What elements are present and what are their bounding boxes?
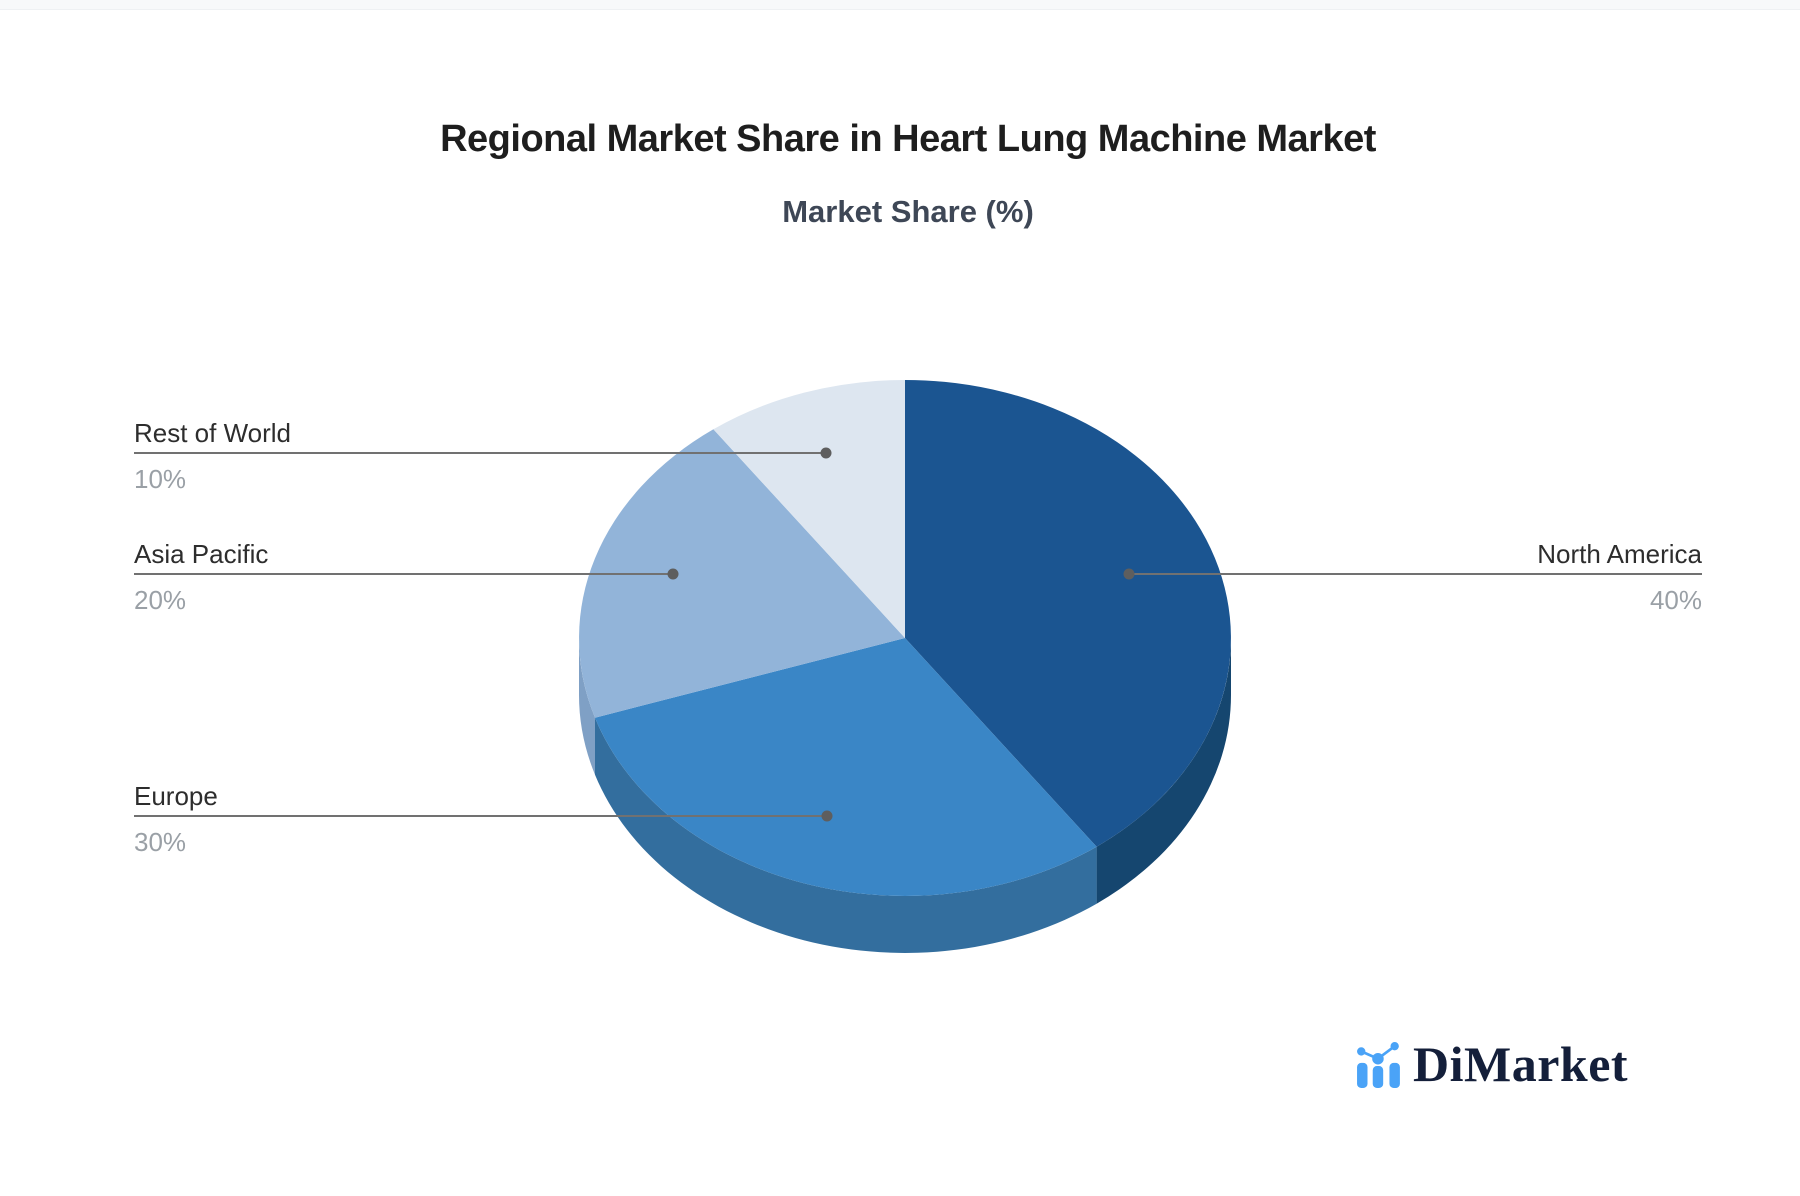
callout-value-asia-pacific: 20% (134, 585, 187, 615)
brand-logo-text: DiMarket (1413, 1036, 1629, 1092)
pie-slice-europe[interactable] (595, 638, 1097, 896)
pie-slice-side-north-america (1096, 638, 1231, 904)
pie-slice-side-europe (595, 717, 1097, 953)
pie-slice-rest-of-world[interactable] (713, 380, 905, 638)
callout-dot-north-america (1123, 568, 1135, 580)
callout-label-asia-pacific: Asia Pacific (134, 539, 269, 569)
callout-label-europe: Europe (134, 781, 218, 811)
callout-label-rest-of-world: Rest of World (134, 418, 292, 448)
bar-line-chart-icon (1357, 1042, 1400, 1088)
chart-subtitle: Market Share (%) (782, 194, 1034, 229)
pie-slice-side-asia-pacific (579, 638, 595, 775)
callout-value-europe: 30% (134, 827, 187, 857)
callout-label-north-america: North America (1537, 539, 1702, 569)
callout-dot-asia-pacific (667, 568, 679, 580)
chart-title: Regional Market Share in Heart Lung Mach… (440, 118, 1376, 160)
callout-dot-rest-of-world (820, 447, 832, 459)
callout-value-north-america: 40% (1649, 585, 1702, 615)
callout-dot-europe (821, 810, 833, 822)
top-strip (0, 0, 1800, 10)
pie-slice-asia-pacific[interactable] (579, 429, 905, 718)
brand-logo: DiMarket (1356, 1036, 1629, 1092)
callout-value-rest-of-world: 10% (134, 464, 187, 494)
pie-slice-north-america[interactable] (905, 380, 1231, 847)
